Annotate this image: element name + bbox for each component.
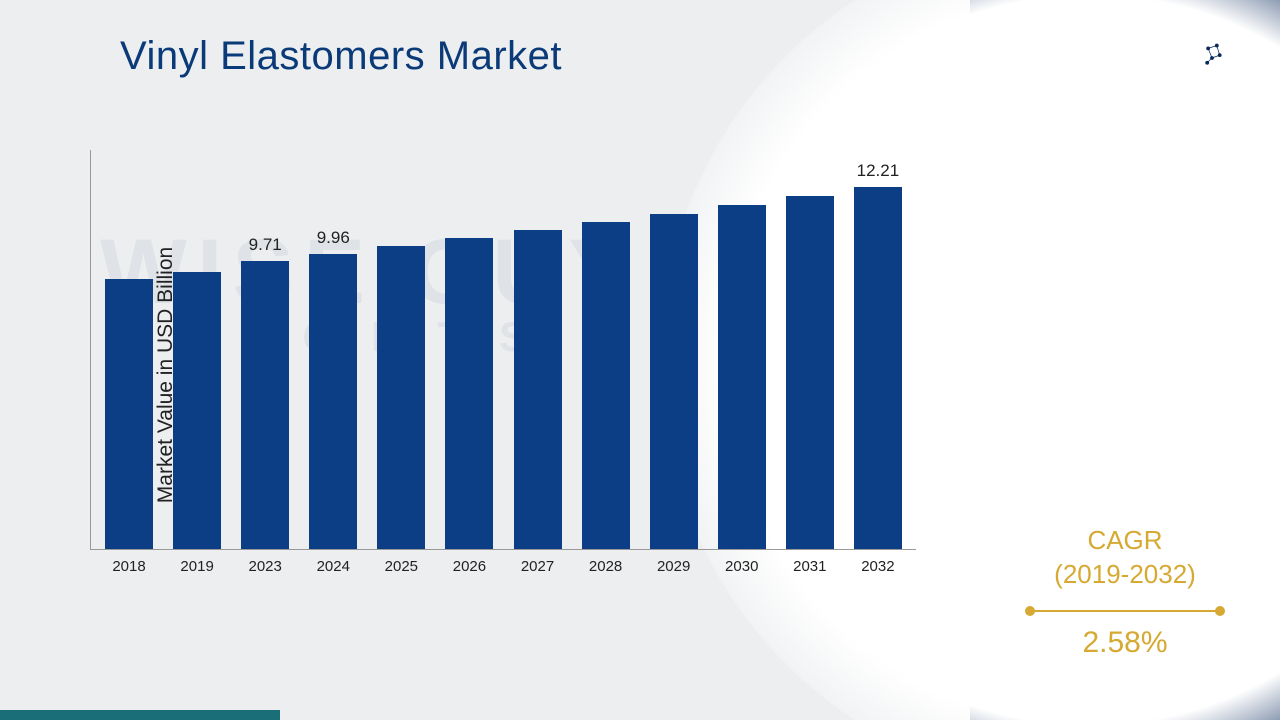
bar <box>445 238 493 549</box>
bar-value-label: 9.71 <box>249 235 282 255</box>
x-tick-label: 2028 <box>582 558 630 575</box>
head-network-icon <box>1188 34 1236 82</box>
brand-logo: WISEGUY R E P O R T S <box>970 30 1280 92</box>
x-tick-label: 2023 <box>241 558 289 575</box>
bar <box>377 246 425 549</box>
x-tick-label: 2029 <box>650 558 698 575</box>
bar-wrap: 2028 <box>572 150 640 549</box>
cagr-divider <box>1030 610 1220 612</box>
right-panel: WISEGUY R E P O R T S CAGR (2019-2032) 2 <box>970 0 1280 720</box>
x-tick-label: 2030 <box>718 558 766 575</box>
logo-main-text: WISEGUY <box>1014 35 1182 74</box>
cagr-value: 2.58% <box>970 626 1280 660</box>
x-tick-label: 2032 <box>854 558 902 575</box>
bar <box>105 279 153 549</box>
bar-wrap: 2029 <box>640 150 708 549</box>
cagr-label-line2: (2019-2032) <box>1054 559 1196 589</box>
bar-wrap: 2026 <box>435 150 503 549</box>
bar-wrap: 9.962024 <box>299 150 367 549</box>
bottom-accent-strip <box>0 710 280 720</box>
cagr-label-line1: CAGR <box>1087 525 1162 555</box>
bar-wrap: 9.712023 <box>231 150 299 549</box>
x-tick-label: 2025 <box>377 558 425 575</box>
bar <box>309 254 357 549</box>
bar-wrap: 12.212032 <box>844 150 912 549</box>
bar <box>514 230 562 549</box>
x-tick-label: 2031 <box>786 558 834 575</box>
bar <box>718 205 766 549</box>
bar-wrap: 2019 <box>163 150 231 549</box>
cagr-block: CAGR (2019-2032) 2.58% <box>970 524 1280 660</box>
bar-value-label: 12.21 <box>857 161 900 181</box>
bar <box>173 272 221 549</box>
bar <box>786 196 834 549</box>
bar-chart: Market Value in USD Billion 201820199.71… <box>56 150 916 600</box>
x-tick-label: 2027 <box>514 558 562 575</box>
bar-value-label: 9.96 <box>317 228 350 248</box>
bar-wrap: 2018 <box>95 150 163 549</box>
plot-area: 201820199.7120239.9620242025202620272028… <box>90 150 916 550</box>
x-tick-label: 2019 <box>173 558 221 575</box>
x-tick-label: 2024 <box>309 558 357 575</box>
bar-wrap: 2027 <box>503 150 571 549</box>
x-tick-label: 2018 <box>105 558 153 575</box>
bar-wrap: 2030 <box>708 150 776 549</box>
bar <box>854 187 902 549</box>
x-tick-label: 2026 <box>445 558 493 575</box>
bar <box>582 222 630 549</box>
chart-title: Vinyl Elastomers Market <box>120 34 562 79</box>
bar-wrap: 2025 <box>367 150 435 549</box>
bar <box>241 261 289 549</box>
bar <box>650 214 698 549</box>
bar-wrap: 2031 <box>776 150 844 549</box>
